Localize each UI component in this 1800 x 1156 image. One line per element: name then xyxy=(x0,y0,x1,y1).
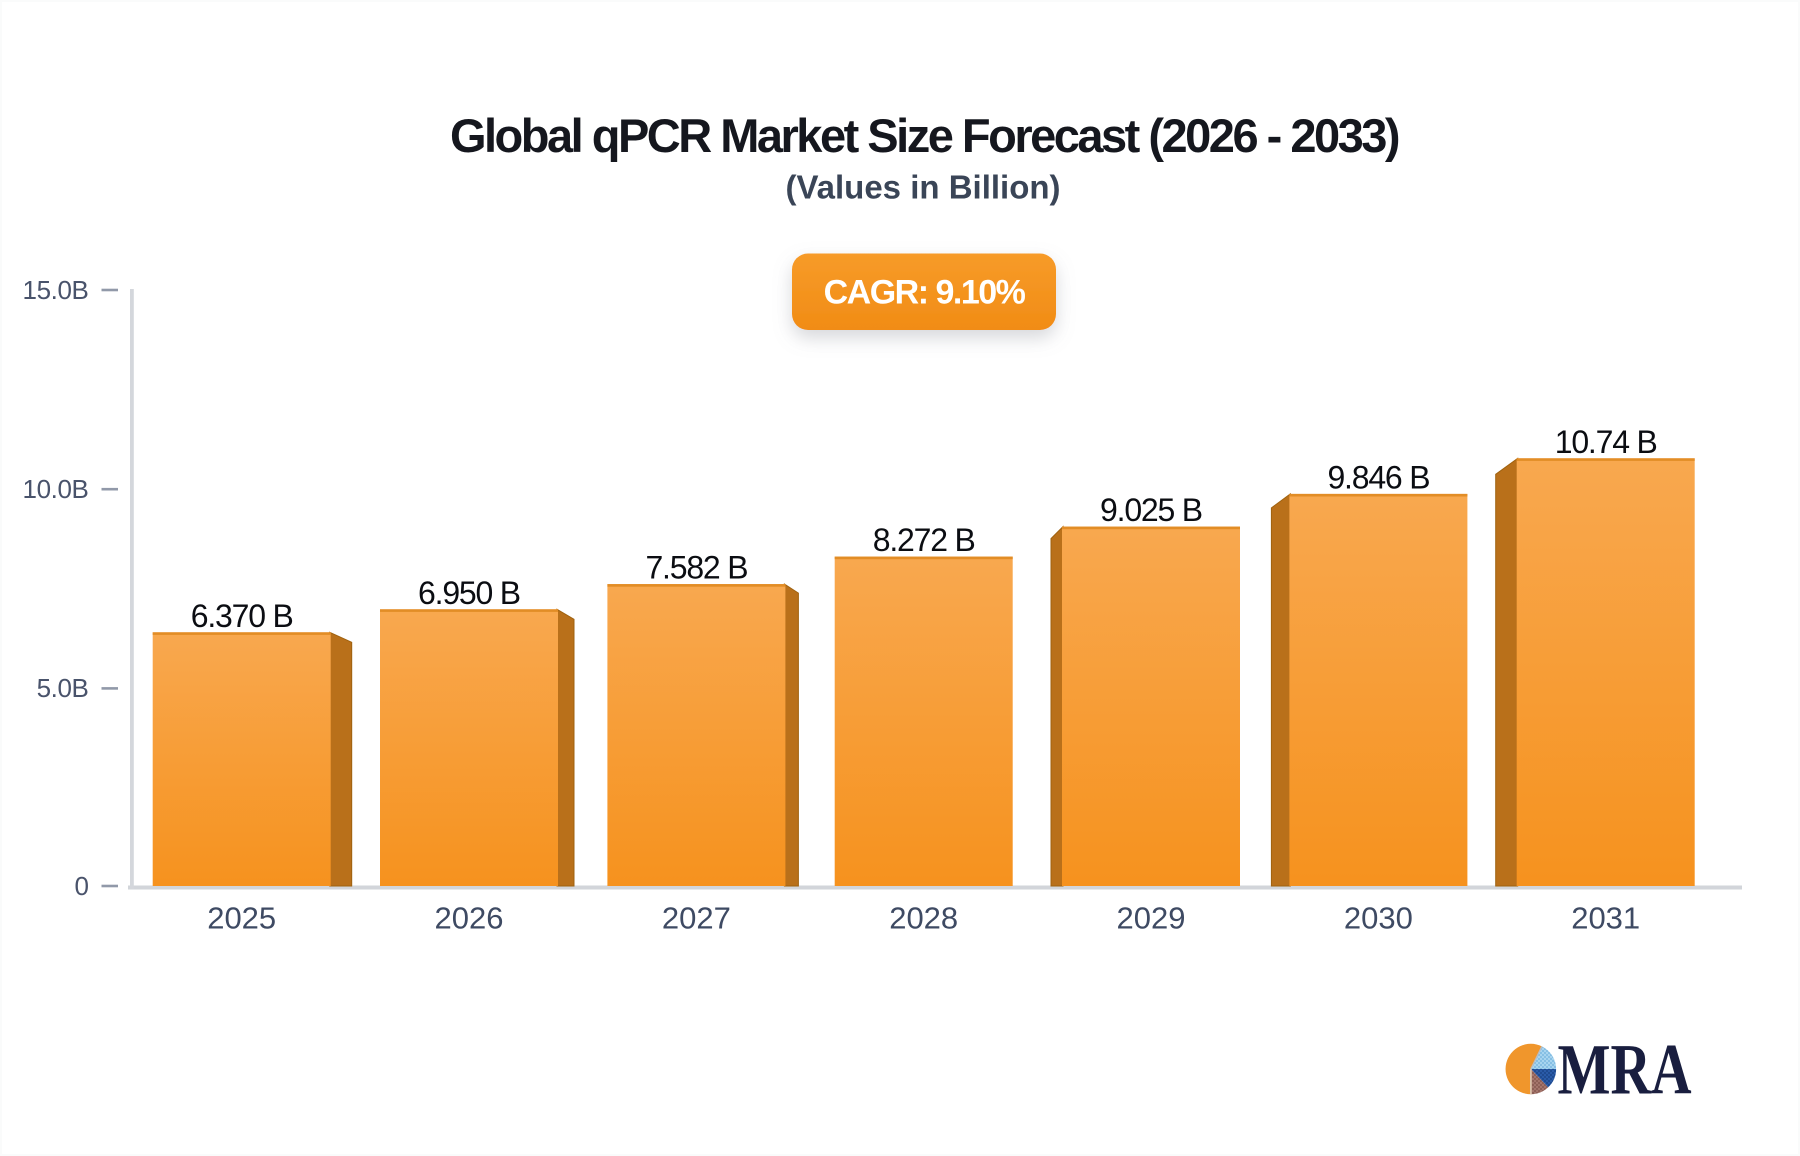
svg-text:2027: 2027 xyxy=(662,901,731,936)
svg-text:CAGR: 9.10%: CAGR: 9.10% xyxy=(824,274,1026,312)
svg-text:9.846 B: 9.846 B xyxy=(1327,459,1429,495)
svg-text:7.582 B: 7.582 B xyxy=(645,550,747,586)
svg-text:0: 0 xyxy=(74,871,88,901)
svg-text:15.0B: 15.0B xyxy=(23,275,89,305)
svg-text:9.025 B: 9.025 B xyxy=(1100,492,1202,528)
svg-text:6.950 B: 6.950 B xyxy=(418,575,520,611)
svg-text:5.0B: 5.0B xyxy=(37,673,89,703)
svg-text:MRA: MRA xyxy=(1558,1029,1692,1109)
svg-text:2030: 2030 xyxy=(1344,901,1413,936)
svg-text:Global qPCR Market Size Foreca: Global qPCR Market Size Forecast (2026 -… xyxy=(450,109,1399,162)
svg-text:10.0B: 10.0B xyxy=(23,474,89,504)
svg-text:2029: 2029 xyxy=(1117,901,1186,936)
svg-text:2025: 2025 xyxy=(207,901,276,936)
svg-text:(Values in Billion): (Values in Billion) xyxy=(785,169,1060,206)
svg-text:10.74 B: 10.74 B xyxy=(1555,424,1657,460)
svg-text:2026: 2026 xyxy=(435,901,504,936)
svg-text:6.370 B: 6.370 B xyxy=(191,598,293,634)
svg-text:2028: 2028 xyxy=(889,901,958,936)
svg-text:2031: 2031 xyxy=(1571,901,1640,936)
svg-text:8.272 B: 8.272 B xyxy=(873,522,975,558)
